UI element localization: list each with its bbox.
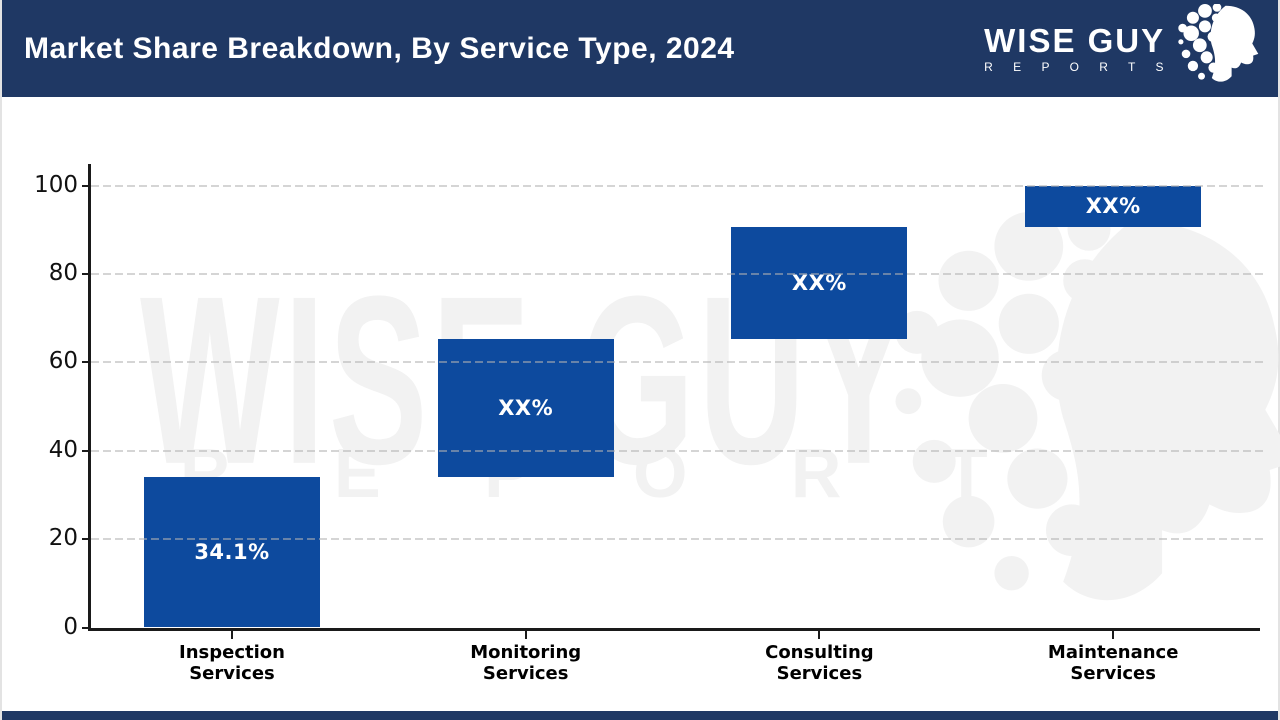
brand-logo: WISE GUY R E P O R T S <box>984 2 1260 94</box>
gridline-100 <box>91 184 1264 187</box>
x-axis-line <box>88 627 1260 631</box>
y-tick-label-40: 40 <box>48 436 78 463</box>
header-banner: Market Share Breakdown, By Service Type,… <box>2 0 1278 97</box>
y-tick-label-100: 100 <box>34 171 78 198</box>
x-tick-1 <box>231 630 233 639</box>
bar-1: 34.1% <box>144 476 320 628</box>
bar-4: XX% <box>1025 185 1202 227</box>
x-category-label-4: Maintenance Services <box>1047 641 1179 684</box>
brand-name: WISE GUY <box>984 22 1166 59</box>
x-category-label-2: Monitoring Services <box>470 641 582 684</box>
watermark-text-line2: R E P O R T S <box>180 434 1180 512</box>
y-tick-100 <box>82 184 90 187</box>
gridline-40 <box>91 449 1264 452</box>
y-tick-40 <box>82 449 90 452</box>
page-title: Market Share Breakdown, By Service Type,… <box>24 31 735 65</box>
y-tick-label-80: 80 <box>48 260 78 287</box>
y-tick-label-20: 20 <box>48 525 78 552</box>
y-axis-line <box>88 163 91 630</box>
brand-subtitle: R E P O R T S <box>984 60 1172 74</box>
gridline-20 <box>91 538 1264 541</box>
brand-text: WISE GUY R E P O R T S <box>984 24 1172 73</box>
y-tick-label-0: 0 <box>63 613 78 640</box>
gridline-60 <box>91 361 1264 364</box>
brand-head-icon <box>1174 2 1260 94</box>
bar-value-label-2: XX% <box>498 395 554 420</box>
y-tick-60 <box>82 361 90 364</box>
bar-3: XX% <box>731 226 908 340</box>
x-category-label-3: Consulting Services <box>765 641 874 684</box>
y-tick-80 <box>82 273 90 276</box>
y-tick-label-60: 60 <box>48 348 78 375</box>
watermark-head-icon <box>874 207 1280 646</box>
x-tick-4 <box>1112 630 1115 639</box>
y-tick-0 <box>82 626 90 629</box>
y-tick-20 <box>82 538 90 541</box>
x-category-label-1: Inspection Services <box>179 641 285 684</box>
gridline-80 <box>91 273 1264 276</box>
x-tick-3 <box>818 630 821 639</box>
x-tick-2 <box>524 630 527 639</box>
bar-2: XX% <box>437 339 614 477</box>
bar-value-label-1: 34.1% <box>194 540 270 565</box>
bar-value-label-4: XX% <box>1085 194 1141 219</box>
footer-strip <box>2 711 1278 720</box>
